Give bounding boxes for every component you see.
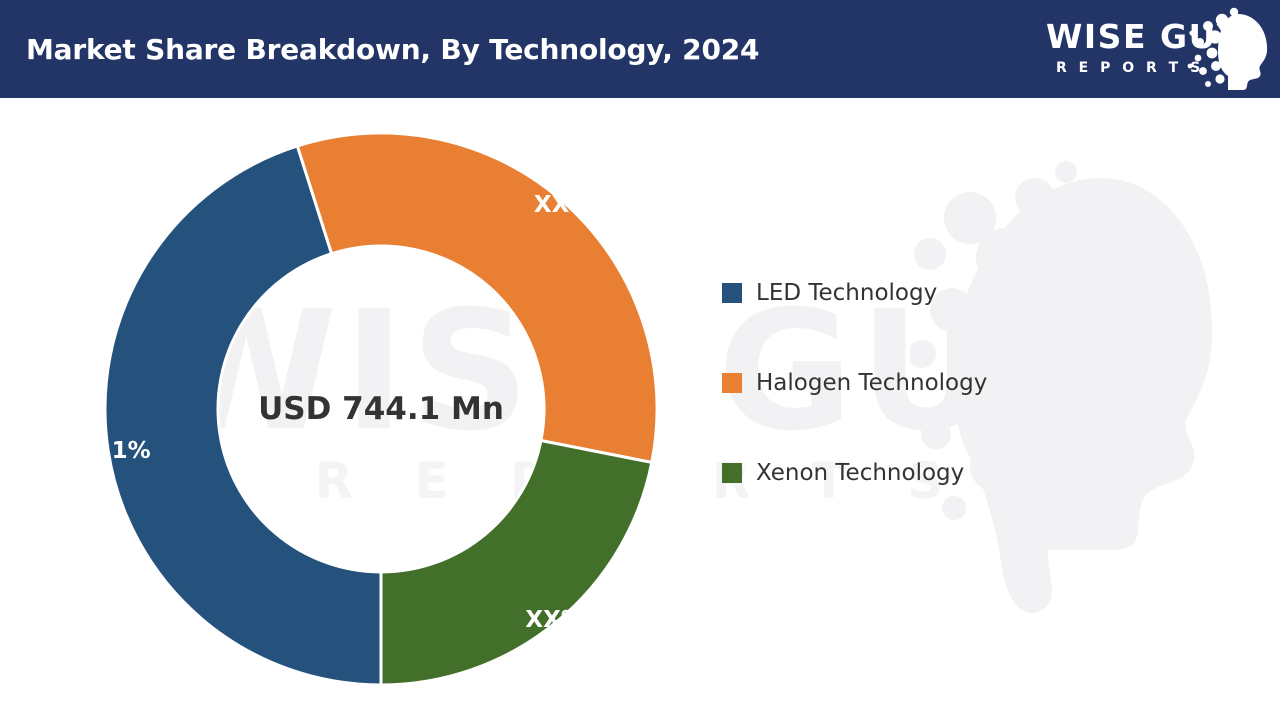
logo-wordmark-secondary: R E P O R T S xyxy=(1056,60,1204,76)
page-title: Market Share Breakdown, By Technology, 2… xyxy=(26,32,760,66)
slice-label-xenon-technology: XX% xyxy=(525,607,584,634)
slice-label-halogen-technology: XX% xyxy=(533,191,593,218)
wise-guy-reports-logo: WISE GUY R E P O R T S xyxy=(1042,6,1272,94)
slice-led-technology[interactable] xyxy=(103,144,383,687)
page-header: Market Share Breakdown, By Technology, 2… xyxy=(0,0,1280,98)
donut-chart: 45.1% XX% XX% USD 744.1 Mn xyxy=(0,98,720,720)
chart-legend: LED Technology Halogen Technology Xenon … xyxy=(722,248,1122,518)
legend-label: Xenon Technology xyxy=(756,460,965,486)
legend-label: Halogen Technology xyxy=(756,370,988,396)
legend-item-led-technology[interactable]: LED Technology xyxy=(722,248,1122,338)
slice-halogen-technology[interactable] xyxy=(295,131,659,465)
slice-xenon-technology[interactable] xyxy=(379,438,654,687)
donut-slices xyxy=(103,131,659,687)
legend-item-halogen-technology[interactable]: Halogen Technology xyxy=(722,338,1122,428)
legend-item-xenon-technology[interactable]: Xenon Technology xyxy=(722,428,1122,518)
donut-center-value: USD 744.1 Mn xyxy=(258,391,504,427)
legend-swatch-icon xyxy=(722,283,742,303)
legend-label: LED Technology xyxy=(756,280,938,306)
legend-swatch-icon xyxy=(722,463,742,483)
slice-label-led-technology: 45.1% xyxy=(70,437,151,464)
chart-body: WISE GUY R E P O R T S xyxy=(0,98,1280,720)
legend-swatch-icon xyxy=(722,373,742,393)
logo-head-profile-icon xyxy=(1187,7,1268,90)
donut-svg xyxy=(103,131,659,687)
logo-svg: WISE GUY R E P O R T S xyxy=(1046,7,1268,90)
